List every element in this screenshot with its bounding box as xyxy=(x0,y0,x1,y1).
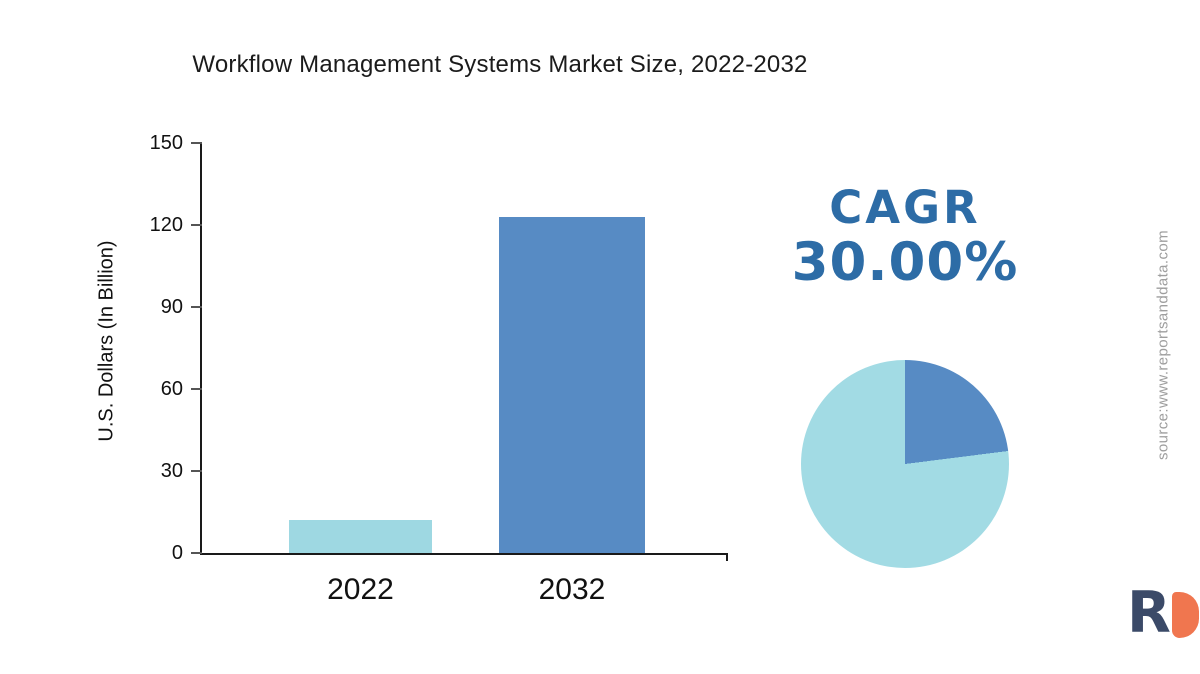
y-axis-tick-mark xyxy=(191,470,202,472)
logo-shape-d-icon xyxy=(1171,592,1199,638)
logo-letter-r: R xyxy=(1127,580,1171,646)
y-axis-tick-label: 90 xyxy=(160,296,183,318)
y-axis-tick-label: 60 xyxy=(160,378,183,400)
x-axis-label-2022: 2022 xyxy=(327,573,394,606)
chart-title: Workflow Management Systems Market Size,… xyxy=(192,51,808,78)
y-axis-tick-mark xyxy=(191,388,202,390)
bar-2022 xyxy=(289,520,432,553)
y-axis-tick-mark xyxy=(191,224,202,226)
y-axis-tick-mark xyxy=(191,552,202,554)
y-axis-tick-label: 30 xyxy=(160,460,183,482)
y-axis-tick-label: 150 xyxy=(149,132,183,154)
y-axis-tick-label: 0 xyxy=(171,542,183,564)
y-axis-title: U.S. Dollars (In Billion) xyxy=(95,240,118,442)
source-note: source:www.reportsanddata.com xyxy=(1154,229,1172,461)
cagr-label: CAGR xyxy=(829,181,981,234)
y-axis-tick-mark xyxy=(191,142,202,144)
x-axis-end-tick xyxy=(726,553,728,561)
cagr-pie-chart xyxy=(801,360,1009,568)
y-axis-tick-mark xyxy=(191,306,202,308)
brand-logo: R xyxy=(1127,580,1199,646)
y-axis-tick-label: 120 xyxy=(149,214,183,236)
x-axis-label-2032: 2032 xyxy=(538,573,606,606)
cagr-block: CAGR 30.00% xyxy=(780,183,1030,293)
bar-plot: 0 30 60 90 120 150 2022 2032 xyxy=(150,133,728,606)
cagr-value: 30.00% xyxy=(791,231,1019,293)
bar-2032 xyxy=(499,216,645,553)
